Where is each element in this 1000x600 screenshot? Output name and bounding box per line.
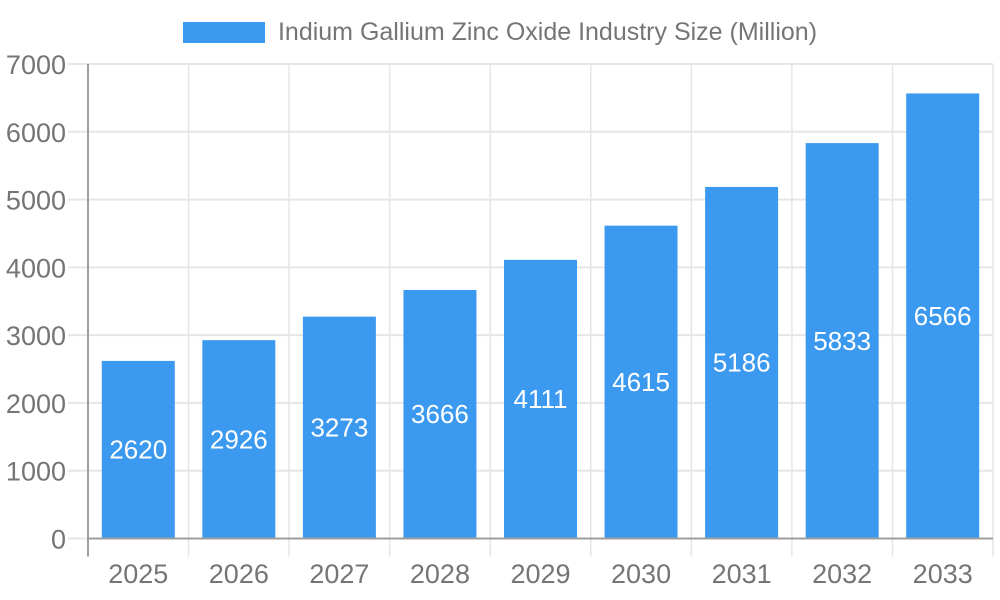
bar-2027[interactable] [302, 316, 376, 539]
y-tick-label: 0 [51, 525, 66, 555]
y-tick-label: 5000 [6, 186, 66, 216]
y-tick-label: 6000 [6, 118, 66, 148]
bar-2029[interactable] [504, 259, 577, 539]
x-tick-label: 2026 [209, 559, 269, 589]
x-tick-label: 2033 [913, 559, 973, 589]
x-tick-label: 2025 [108, 559, 168, 589]
x-tick-label: 2029 [510, 559, 570, 589]
bar-value-label: 2926 [210, 424, 268, 454]
y-tick-label: 4000 [6, 253, 66, 283]
bar-value-label: 3273 [310, 413, 368, 443]
bar-2033[interactable] [906, 93, 980, 539]
x-tick-label: 2030 [611, 559, 671, 589]
y-tick-label: 7000 [6, 50, 66, 80]
legend-label: Indium Gallium Zinc Oxide Industry Size … [277, 17, 818, 46]
y-tick-label: 2000 [6, 389, 66, 419]
bar-value-label: 3666 [411, 399, 469, 429]
x-tick-label: 2031 [712, 559, 772, 589]
bar-2026[interactable] [202, 340, 276, 539]
bar-2032[interactable] [805, 143, 879, 539]
x-tick-label: 2027 [309, 559, 369, 589]
bar-value-label: 4615 [612, 367, 670, 397]
bar-value-label: 4111 [514, 384, 568, 414]
bar-value-label: 6566 [914, 301, 972, 331]
legend-swatch [182, 21, 265, 43]
bar-value-label: 2620 [109, 435, 167, 465]
bar-2030[interactable] [604, 225, 678, 539]
bar-2025[interactable] [101, 360, 175, 539]
bar-2028[interactable] [403, 289, 477, 539]
y-tick-label: 1000 [6, 457, 66, 487]
x-tick-label: 2028 [410, 559, 470, 589]
bar-value-label: 5833 [813, 326, 871, 356]
chart-legend: Indium Gallium Zinc Oxide Industry Size … [0, 14, 1000, 50]
bar-2031[interactable] [705, 186, 779, 539]
bar-value-label: 5186 [713, 348, 771, 378]
x-tick-label: 2032 [812, 559, 872, 589]
y-tick-label: 3000 [6, 321, 66, 351]
